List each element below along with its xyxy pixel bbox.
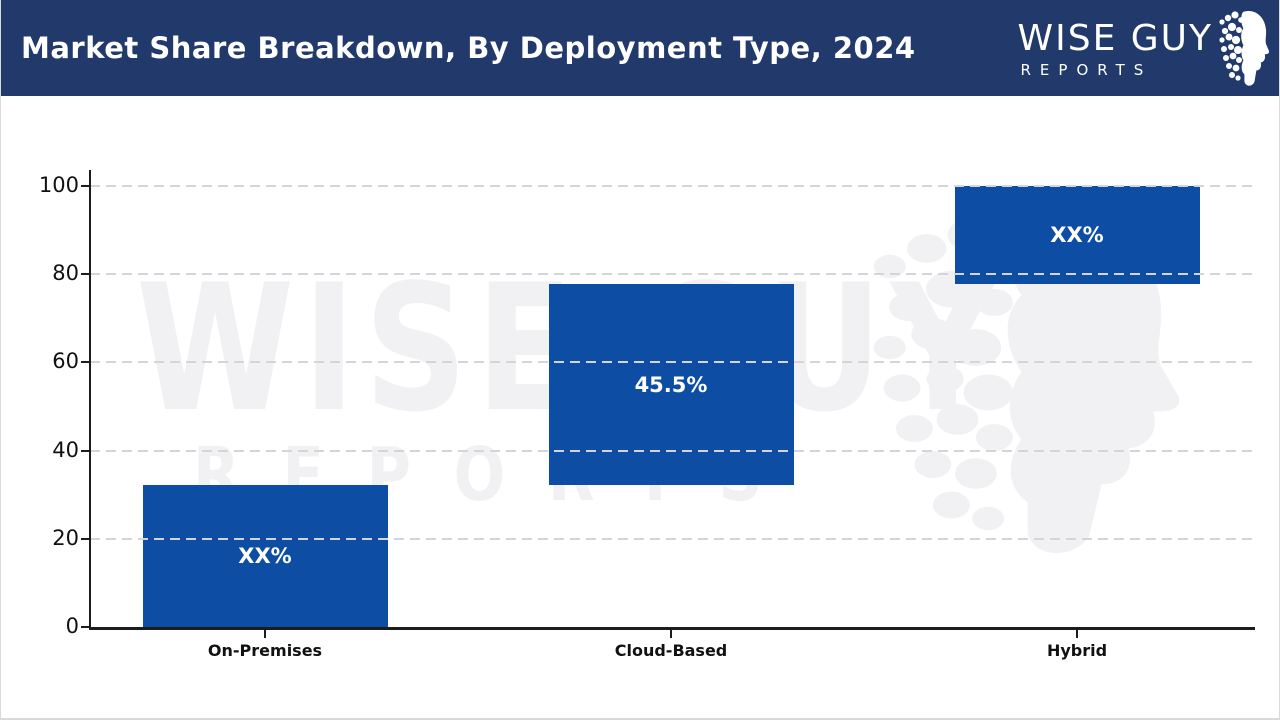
wiseguy-head-icon <box>1219 11 1269 86</box>
gridline-100 <box>90 185 1253 187</box>
x-category-label-on-premises: On-Premises <box>207 641 323 660</box>
y-tick-label-20: 20 <box>52 525 79 550</box>
y-tick-mark-20 <box>81 537 89 540</box>
logo-subtext: REPORTS <box>1020 61 1153 79</box>
y-tick-mark-40 <box>81 449 89 452</box>
x-tick-mark-1 <box>264 630 266 638</box>
gridline-60 <box>90 361 1253 364</box>
x-axis-line <box>89 627 1255 630</box>
wiseguy-logo: WISE GUY REPORTS <box>1017 8 1269 90</box>
y-tick-label-100: 100 <box>38 173 79 197</box>
bar-hybrid: XX% <box>954 186 1200 285</box>
y-tick-mark-0 <box>81 626 89 628</box>
y-axis-line <box>89 170 91 630</box>
bar-cloud-based: 45.5% <box>548 284 794 485</box>
gridline-20 <box>90 537 1253 540</box>
y-tick-mark-100 <box>81 185 89 187</box>
bar-value-label-cloud-based: 45.5% <box>634 372 708 397</box>
y-tick-label-60: 60 <box>52 349 79 374</box>
logo-text: WISE GUY REPORTS <box>1017 18 1214 80</box>
y-tick-mark-60 <box>81 361 89 364</box>
bar-on-premises: XX% <box>142 484 388 627</box>
y-tick-label-40: 40 <box>52 437 79 462</box>
x-category-label-cloud-based: Cloud-Based <box>614 641 728 660</box>
y-tick-label-80: 80 <box>52 261 79 286</box>
page-title: Market Share Breakdown, By Deployment Ty… <box>21 31 916 65</box>
logo-wordmark: WISE GUY <box>1017 18 1213 59</box>
x-tick-mark-3 <box>1076 630 1078 638</box>
y-tick-label-0: 0 <box>65 614 79 638</box>
x-category-label-hybrid: Hybrid <box>1046 641 1108 660</box>
gridline-80 <box>90 273 1253 276</box>
x-tick-mark-2 <box>670 630 672 638</box>
bar-value-label-on-premises: XX% <box>238 543 292 568</box>
y-tick-mark-80 <box>81 273 89 276</box>
header-bar: Market Share Breakdown, By Deployment Ty… <box>1 0 1279 96</box>
bar-value-label-hybrid: XX% <box>1050 223 1104 248</box>
gridline-40 <box>90 449 1253 452</box>
